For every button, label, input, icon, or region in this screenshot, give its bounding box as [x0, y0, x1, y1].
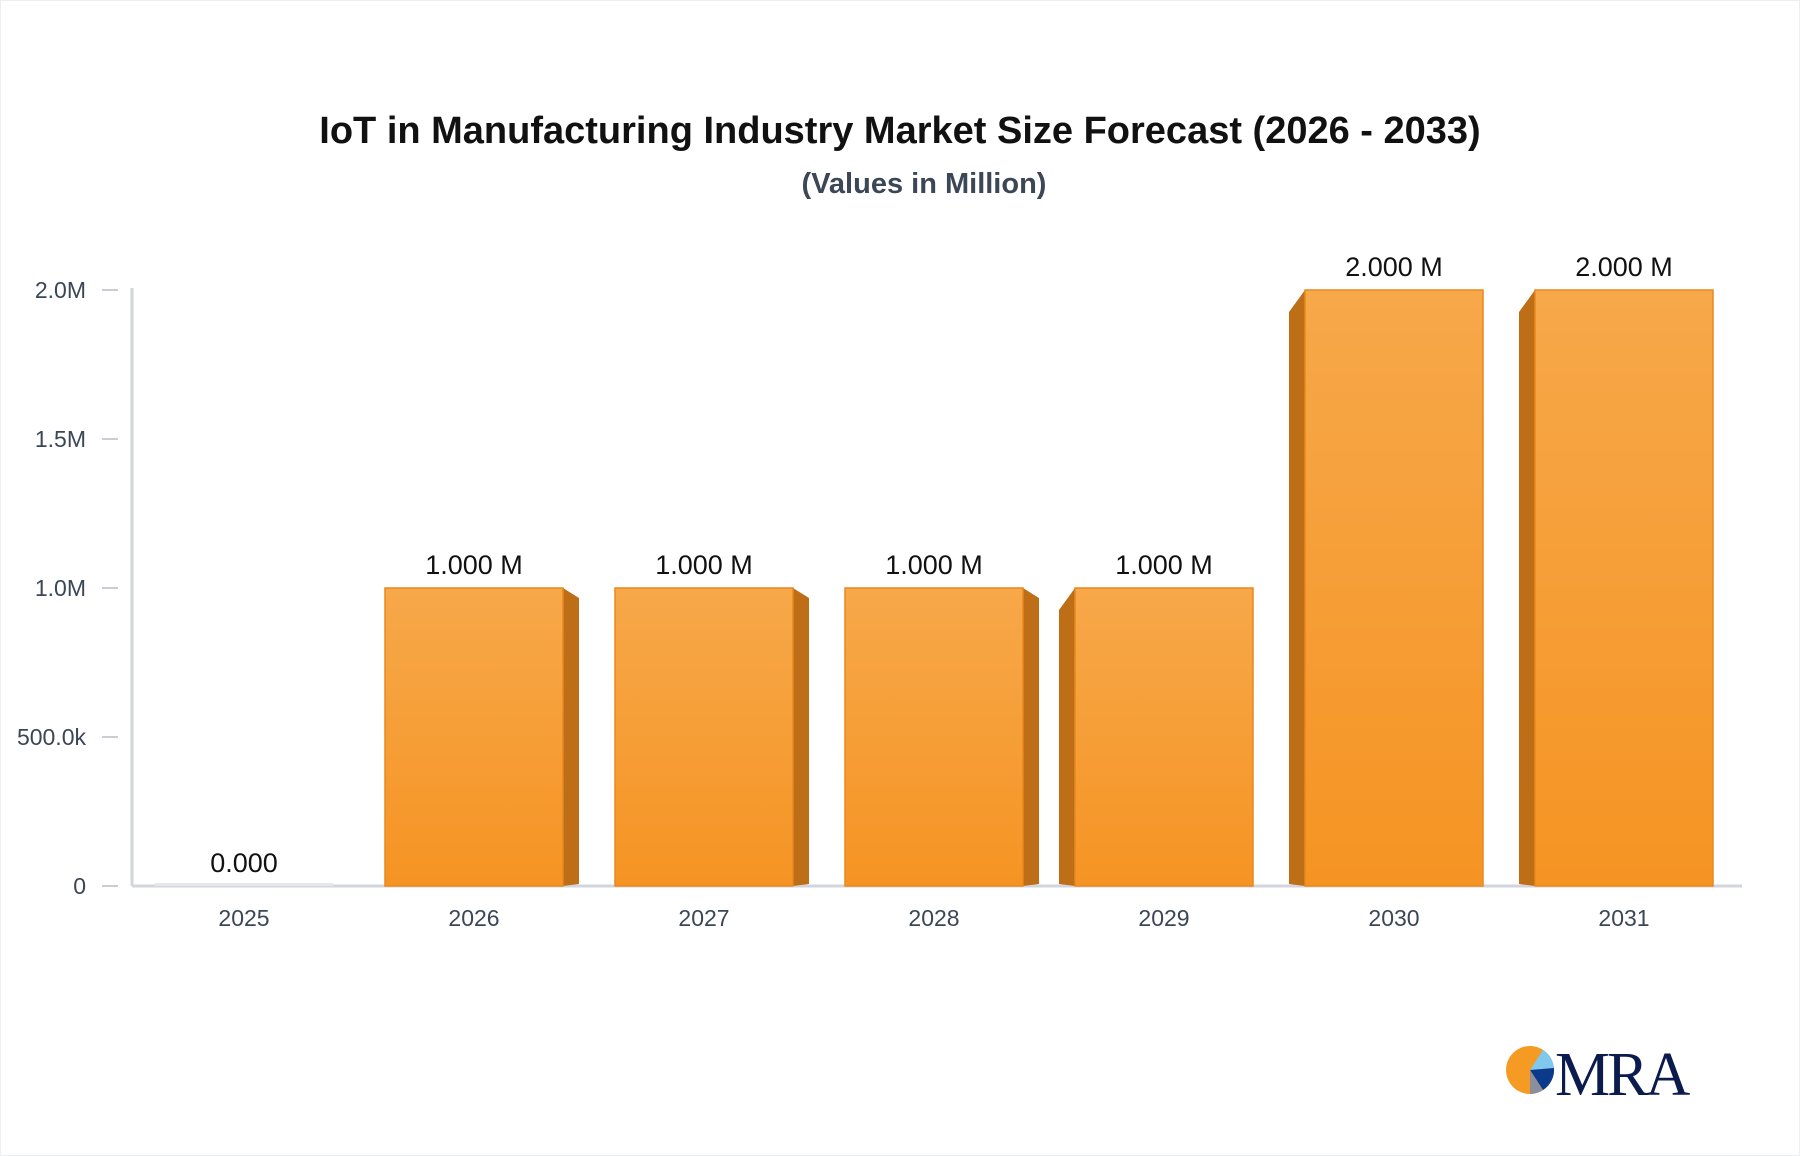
- data-label: 2.000 M: [1575, 252, 1673, 282]
- bar: [1304, 289, 1484, 887]
- bar-side: [1059, 588, 1075, 886]
- x-tick-label: 2026: [448, 905, 499, 931]
- y-tick-label: 1.0M: [35, 575, 86, 601]
- data-label: 1.000 M: [425, 550, 523, 580]
- bar-side: [1289, 290, 1305, 886]
- x-tick-label: 2028: [908, 905, 959, 931]
- chart-subtitle: (Values in Million): [801, 168, 1047, 200]
- data-label: 0.000: [210, 848, 278, 878]
- chart-title: IoT in Manufacturing Industry Market Siz…: [319, 110, 1481, 152]
- mra-logo: MRA: [1505, 1040, 1705, 1100]
- data-label: 2.000 M: [1345, 252, 1443, 282]
- bar-side: [793, 588, 809, 886]
- bar: [844, 587, 1024, 887]
- bar-side: [1023, 588, 1039, 886]
- x-tick-label: 2027: [678, 905, 729, 931]
- y-tick-label: 500.0k: [17, 724, 87, 750]
- bar-side: [563, 588, 579, 886]
- x-tick-label: 2031: [1598, 905, 1649, 931]
- bar: [614, 587, 794, 887]
- bar: [1074, 587, 1254, 887]
- y-tick-label: 1.5M: [35, 426, 86, 452]
- data-label: 1.000 M: [885, 550, 983, 580]
- bar: [384, 587, 564, 887]
- x-tick-label: 2025: [218, 905, 269, 931]
- x-tick-label: 2030: [1368, 905, 1419, 931]
- x-tick-label: 2029: [1138, 905, 1189, 931]
- svg-text:MRA: MRA: [1555, 1041, 1690, 1100]
- y-tick-label: 2.0M: [35, 277, 86, 303]
- data-label: 1.000 M: [655, 550, 753, 580]
- y-tick-label: 0: [73, 873, 86, 899]
- bar: [155, 883, 333, 886]
- bar-side: [1519, 290, 1535, 886]
- logo-pie-icon: MRA: [1506, 1041, 1693, 1100]
- data-label: 1.000 M: [1115, 550, 1213, 580]
- bar: [1534, 289, 1714, 887]
